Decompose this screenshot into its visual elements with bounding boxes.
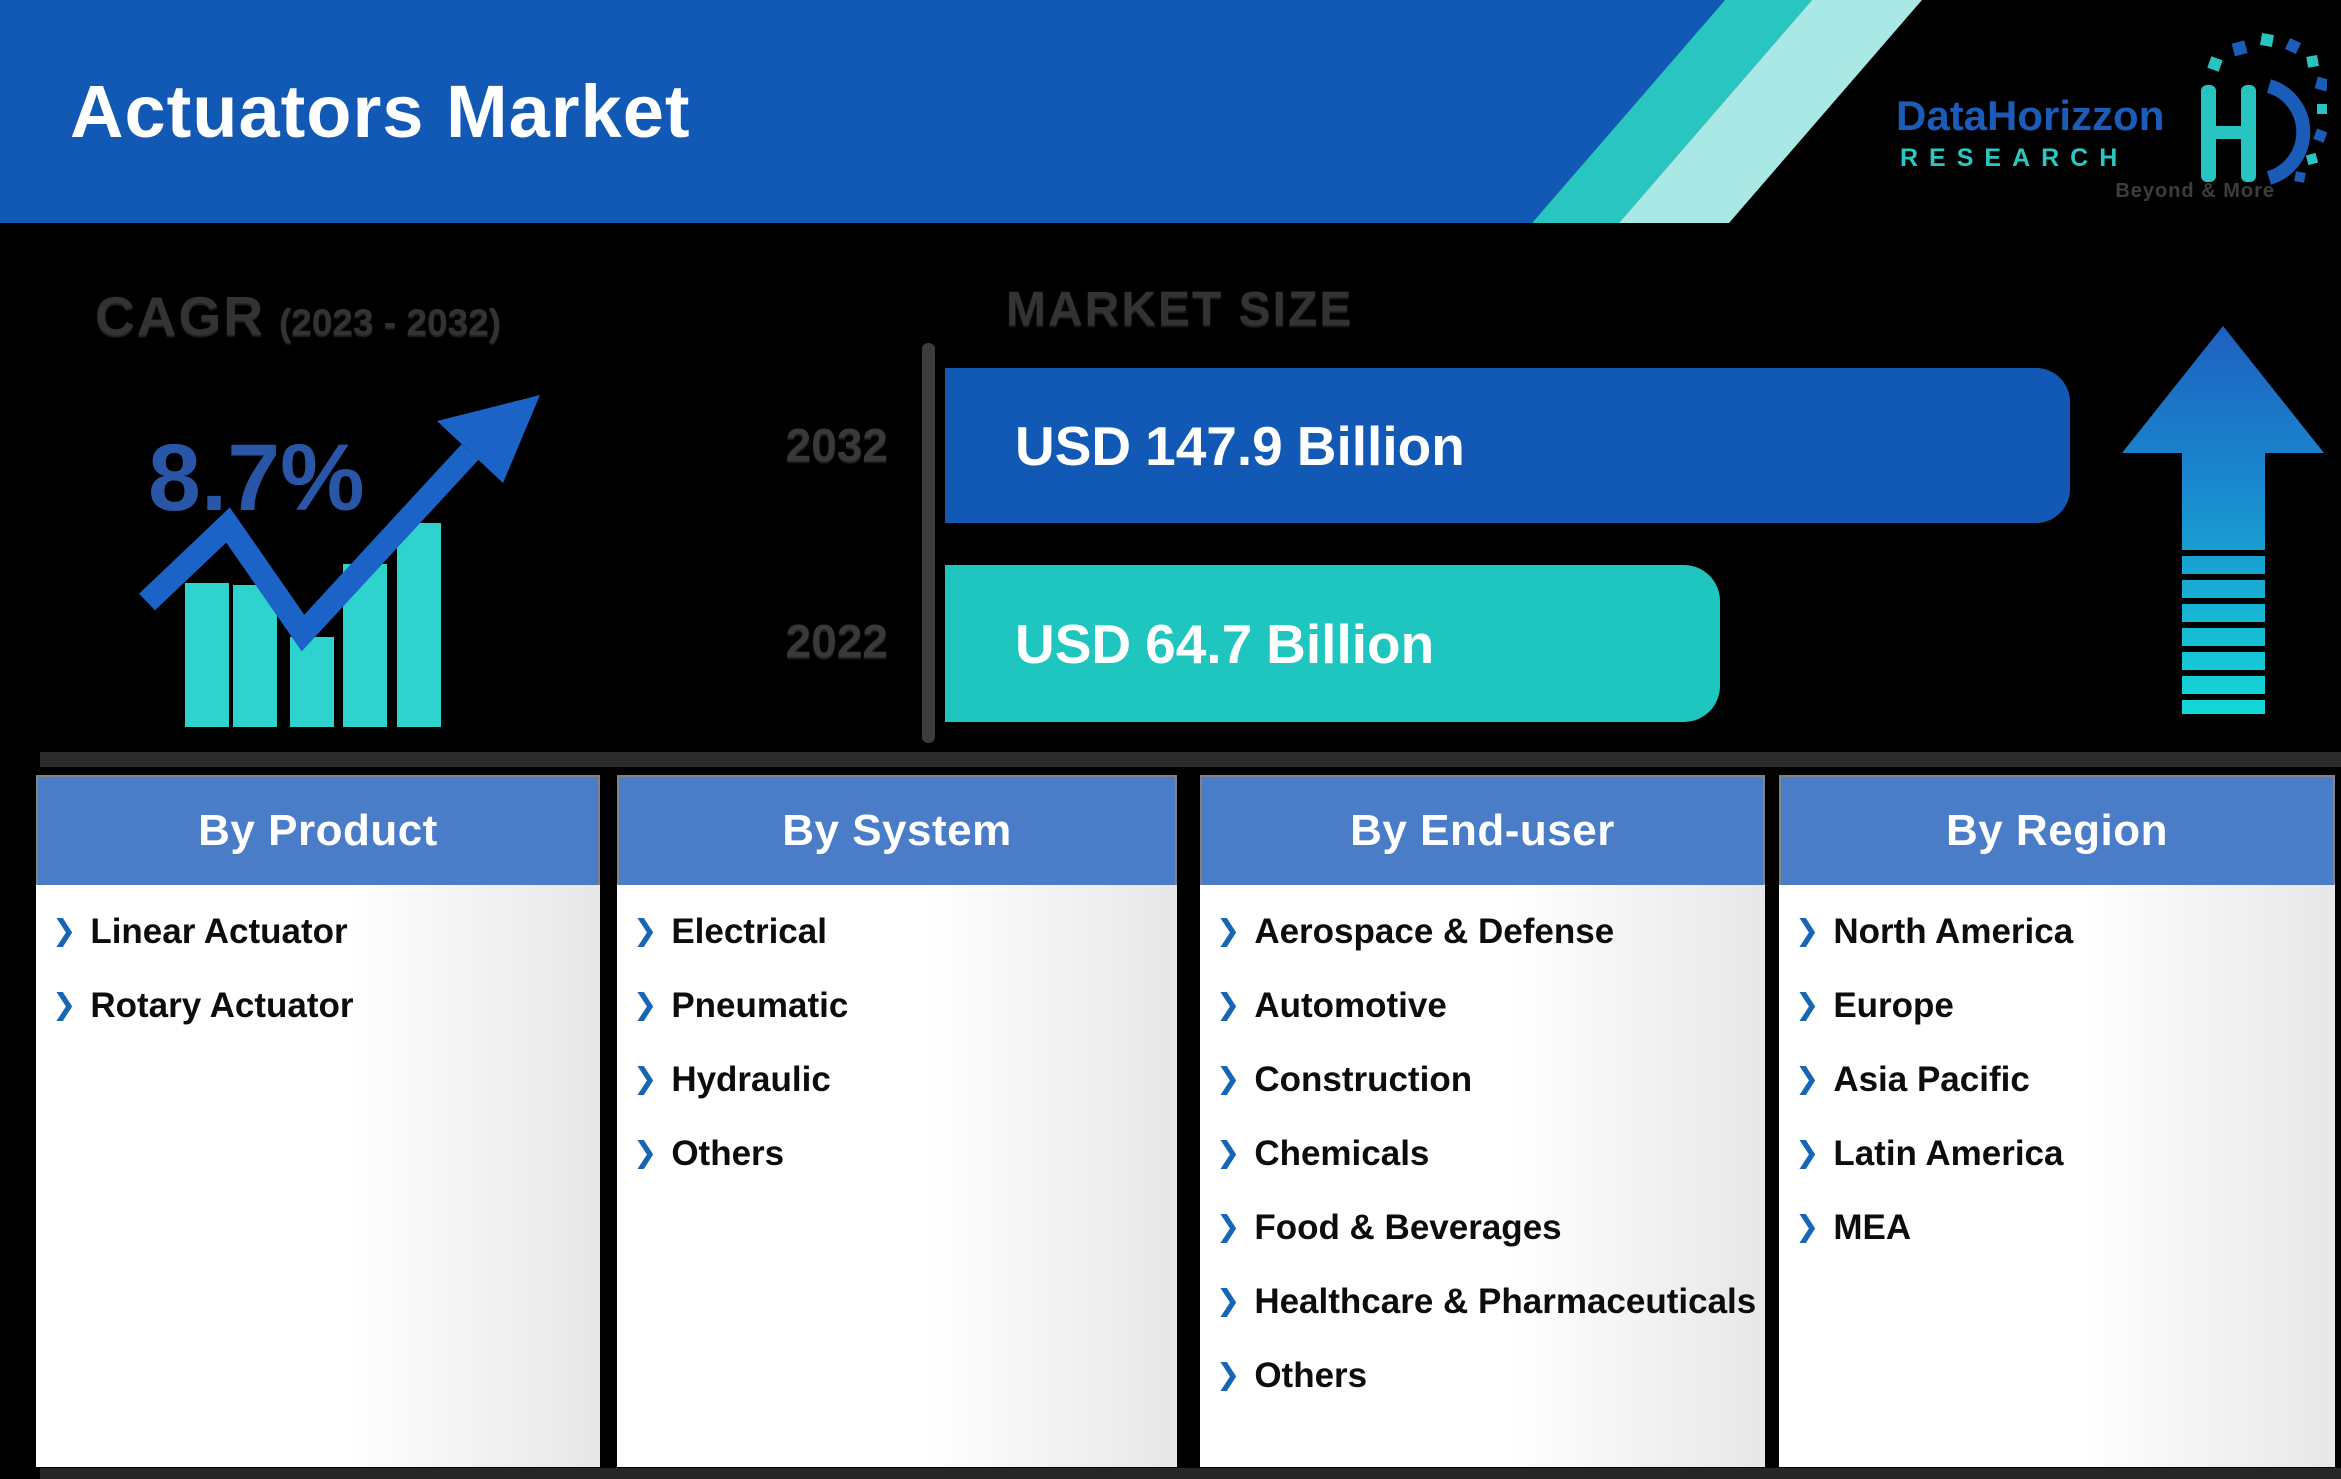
chevron-icon: ❯ — [1216, 1061, 1241, 1095]
list-item: ❯ Europe — [1795, 985, 2327, 1027]
list-item: ❯ Chemicals — [1216, 1133, 1757, 1175]
brand-subtitle: RESEARCH — [1900, 144, 2129, 172]
chevron-icon: ❯ — [1216, 913, 1241, 947]
brand-logo: DataHorizzon RESEARCH Beyond & More — [1886, 30, 2337, 210]
segment-title: By System — [782, 806, 1012, 855]
list-item: ❯ Linear Actuator — [52, 911, 592, 953]
brand-name: DataHorizzon — [1896, 92, 2165, 139]
list-item: ❯ Others — [1216, 1355, 1757, 1397]
cagr-value: 8.7% — [148, 425, 365, 531]
brand-logo-mark-icon — [2201, 33, 2327, 185]
chevron-icon: ❯ — [1795, 1209, 1820, 1243]
chevron-icon: ❯ — [52, 987, 77, 1021]
list-item: ❯ Aerospace & Defense — [1216, 911, 1757, 953]
segment-item-label: Asia Pacific — [1833, 1060, 2030, 1099]
segment-header: By Product — [36, 775, 600, 885]
segment-item-label: North America — [1833, 912, 2074, 951]
segment-column-by-end-user: By End-user ❯ Aerospace & Defense ❯ Automot… — [1200, 775, 1765, 1467]
list-item: ❯ Hydraulic — [633, 1059, 1169, 1101]
chevron-icon: ❯ — [1795, 1135, 1820, 1169]
banner-background — [0, 0, 1922, 223]
list-item: ❯ Pneumatic — [633, 985, 1169, 1027]
segment-item-label: Hydraulic — [671, 1060, 831, 1099]
chevron-icon: ❯ — [52, 913, 77, 947]
segment-header: By End-user — [1200, 775, 1765, 885]
segment-body: ❯ Electrical ❯ Pneumatic ❯ Hydraulic ❯ Others — [617, 885, 1177, 1467]
axis-line — [922, 343, 935, 743]
bar-2032-label: USD 147.9 Billion — [1015, 414, 1465, 477]
segment-column-by-region: By Region ❯ North America ❯ Europe ❯ Asia Pac… — [1779, 775, 2335, 1467]
segment-column-by-system: By System ❯ Electrical ❯ Pneumatic ❯ Hydrauli… — [617, 775, 1177, 1467]
segment-item-list: ❯ Aerospace & Defense ❯ Automotive ❯ Construc… — [1216, 911, 1757, 1397]
segment-item-label: Electrical — [671, 912, 827, 951]
segment-item-list: ❯ Linear Actuator ❯ Rotary Actuator — [52, 911, 592, 1027]
list-item: ❯ Healthcare & Pharmaceuticals — [1216, 1281, 1757, 1323]
growth-chart-icon — [139, 395, 540, 727]
brand-tagline: Beyond & More — [2115, 180, 2275, 202]
chevron-icon: ❯ — [1216, 1357, 1241, 1391]
segment-item-list: ❯ Electrical ❯ Pneumatic ❯ Hydraulic ❯ Others — [633, 911, 1169, 1175]
segment-item-label: Others — [671, 1134, 785, 1173]
list-item: ❯ Automotive — [1216, 985, 1757, 1027]
chevron-icon: ❯ — [1795, 987, 1820, 1021]
segment-title: By Product — [198, 806, 438, 855]
segment-item-list: ❯ North America ❯ Europe ❯ Asia Pacific ❯ Latin… — [1795, 911, 2327, 1249]
bar-year-label-2032: 2032 — [785, 419, 888, 471]
bar-2022-label: USD 64.7 Billion — [1015, 612, 1435, 675]
segment-body: ❯ Aerospace & Defense ❯ Automotive ❯ Construc… — [1200, 885, 1765, 1467]
list-item: ❯ Rotary Actuator — [52, 985, 592, 1027]
bar-2032: USD 147.9 Billion — [945, 368, 2070, 523]
list-item: ❯ Construction — [1216, 1059, 1757, 1101]
segment-body: ❯ Linear Actuator ❯ Rotary Actuator — [36, 885, 600, 1467]
segment-item-label: Linear Actuator — [90, 912, 348, 951]
segment-item-label: Construction — [1254, 1060, 1473, 1099]
bottom-strip — [40, 1468, 2341, 1479]
segment-body: ❯ North America ❯ Europe ❯ Asia Pacific ❯ Latin… — [1779, 885, 2335, 1467]
chevron-icon: ❯ — [1216, 1283, 1241, 1317]
segment-header: By Region — [1779, 775, 2335, 885]
segment-column-by-product: By Product ❯ Linear Actuator ❯ Rotary Actua… — [36, 775, 600, 1467]
segment-item-label: Automotive — [1254, 986, 1447, 1025]
cagr-label: CAGR (2023 - 2032) — [95, 284, 501, 348]
segment-item-label: Aerospace & Defense — [1254, 912, 1615, 951]
growth-arrow-icon — [2122, 326, 2324, 714]
list-item: ❯ Others — [633, 1133, 1169, 1175]
section-divider — [40, 752, 2341, 767]
list-item: ❯ Asia Pacific — [1795, 1059, 2327, 1101]
segment-title: By End-user — [1350, 806, 1615, 855]
segment-item-label: Others — [1254, 1356, 1368, 1395]
chevron-icon: ❯ — [1795, 1061, 1820, 1095]
bar-2022: USD 64.7 Billion — [945, 565, 1720, 722]
segment-item-label: Europe — [1833, 986, 1954, 1025]
segment-item-label: Rotary Actuator — [90, 986, 354, 1025]
cagr-period: (2023 - 2032) — [278, 302, 502, 343]
segment-item-label: Food & Beverages — [1254, 1208, 1562, 1247]
chevron-icon: ❯ — [1795, 913, 1820, 947]
segment-item-label: Pneumatic — [671, 986, 849, 1025]
segment-item-label: Chemicals — [1254, 1134, 1430, 1173]
segment-item-label: Healthcare & Pharmaceuticals — [1254, 1282, 1757, 1321]
list-item: ❯ Food & Beverages — [1216, 1207, 1757, 1249]
cagr-word: CAGR — [95, 285, 265, 347]
list-item: ❯ MEA — [1795, 1207, 2327, 1249]
chevron-icon: ❯ — [1216, 1135, 1241, 1169]
chevron-icon: ❯ — [633, 987, 658, 1021]
segment-item-label: MEA — [1833, 1208, 1912, 1247]
page-title: Actuators Market — [70, 70, 691, 153]
segment-header: By System — [617, 775, 1177, 885]
chevron-icon: ❯ — [633, 913, 658, 947]
chevron-icon: ❯ — [1216, 987, 1241, 1021]
segment-item-label: Latin America — [1833, 1134, 2064, 1173]
bar-year-label-2022: 2022 — [785, 615, 888, 667]
list-item: ❯ North America — [1795, 911, 2327, 953]
segment-title: By Region — [1945, 806, 2169, 855]
list-item: ❯ Electrical — [633, 911, 1169, 953]
chevron-icon: ❯ — [633, 1061, 658, 1095]
chevron-icon: ❯ — [1216, 1209, 1241, 1243]
market-size-title: MARKET SIZE — [1006, 283, 1354, 336]
list-item: ❯ Latin America — [1795, 1133, 2327, 1175]
chevron-icon: ❯ — [633, 1135, 658, 1169]
